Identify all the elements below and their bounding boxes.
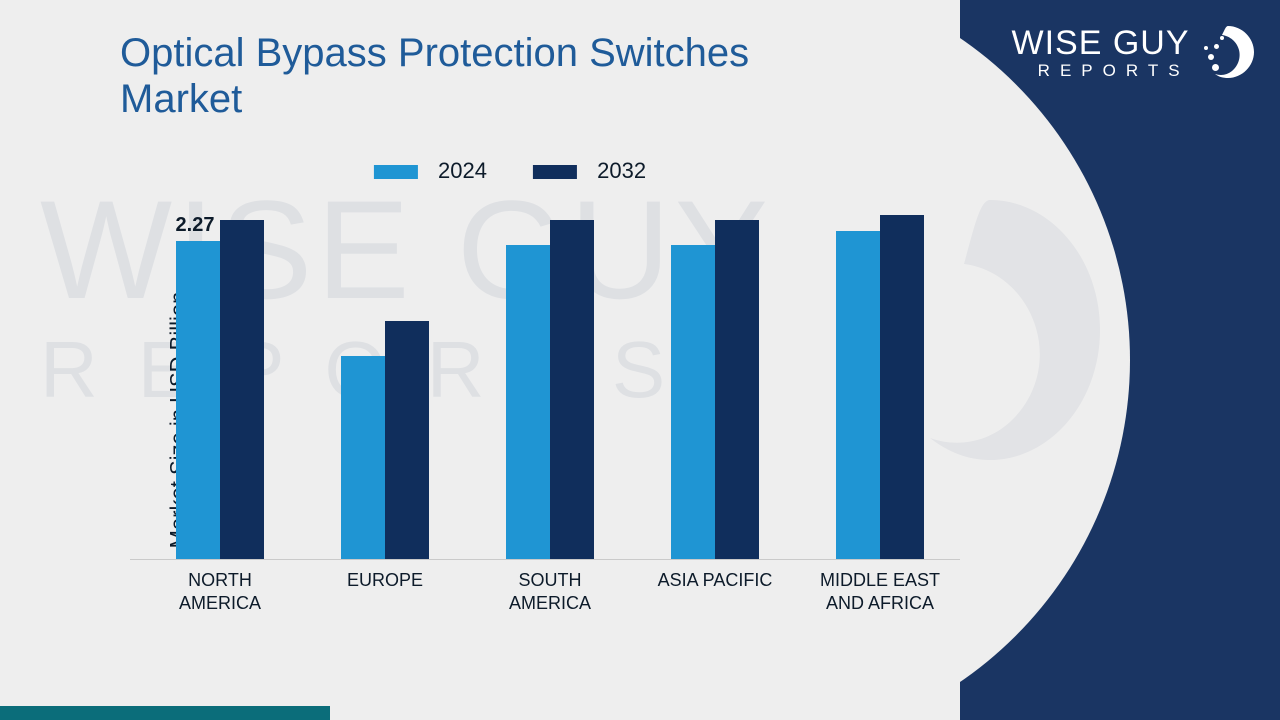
bottom-accent-strip [0,706,330,720]
brand-line2: REPORTS [1012,62,1190,79]
bar-2032 [220,220,264,559]
bar-group: MIDDLE EAST AND AFRICA [830,215,930,559]
legend-swatch-2032 [533,165,577,179]
bar-2024 [506,245,550,559]
bar-group: ASIA PACIFIC [665,220,765,559]
bar-group: EUROPE [335,321,435,559]
legend: 2024 2032 [374,158,646,184]
chart-area: Market Size in USD Billion 2024 2032 2.2… [60,150,960,690]
brand-head-icon [1200,24,1256,80]
bar-2032 [715,220,759,559]
bar-2024 [671,245,715,559]
legend-item-2032: 2032 [533,158,646,184]
category-label: NORTH AMERICA [155,569,285,614]
bar-2032 [880,215,924,559]
plot-area: 2.27NORTH AMERICA EUROPE SOUTH AMERICA ASIA… [130,196,960,560]
bar-value-label: 2.27 [170,214,220,237]
category-label: EUROPE [320,569,450,592]
bar-2024 [836,231,880,559]
bar-2024 [341,356,385,559]
legend-label-2024: 2024 [438,158,487,183]
bar-2032 [385,321,429,559]
brand-line1: WISE GUY [1012,26,1190,60]
bar-2024 [176,241,220,559]
bar-2032 [550,220,594,559]
category-label: ASIA PACIFIC [650,569,780,592]
bar-group: SOUTH AMERICA [500,220,600,559]
legend-swatch-2024 [374,165,418,179]
bar-group: 2.27NORTH AMERICA [170,220,270,559]
legend-label-2032: 2032 [597,158,646,183]
category-label: SOUTH AMERICA [485,569,615,614]
legend-item-2024: 2024 [374,158,487,184]
brand-logo: WISE GUY REPORTS [1012,24,1256,80]
category-label: MIDDLE EAST AND AFRICA [815,569,945,614]
chart-title: Optical Bypass Protection Switches Marke… [120,30,880,122]
